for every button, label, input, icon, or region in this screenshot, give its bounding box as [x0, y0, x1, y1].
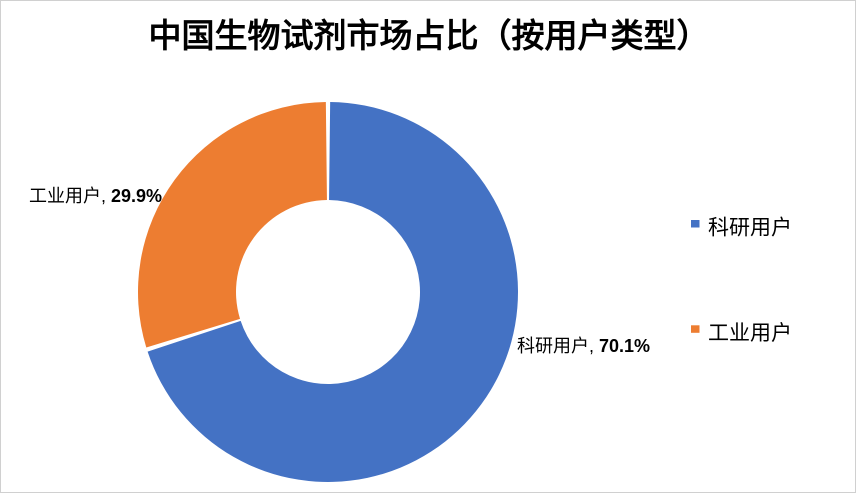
svg-text:工业用户: 工业用户 [708, 322, 792, 345]
svg-text:科研用户: 科研用户 [708, 217, 792, 240]
svg-text:科研用户, 70.1%: 科研用户, 70.1% [517, 336, 650, 356]
svg-text:工业用户, 29.9%: 工业用户, 29.9% [29, 186, 162, 206]
